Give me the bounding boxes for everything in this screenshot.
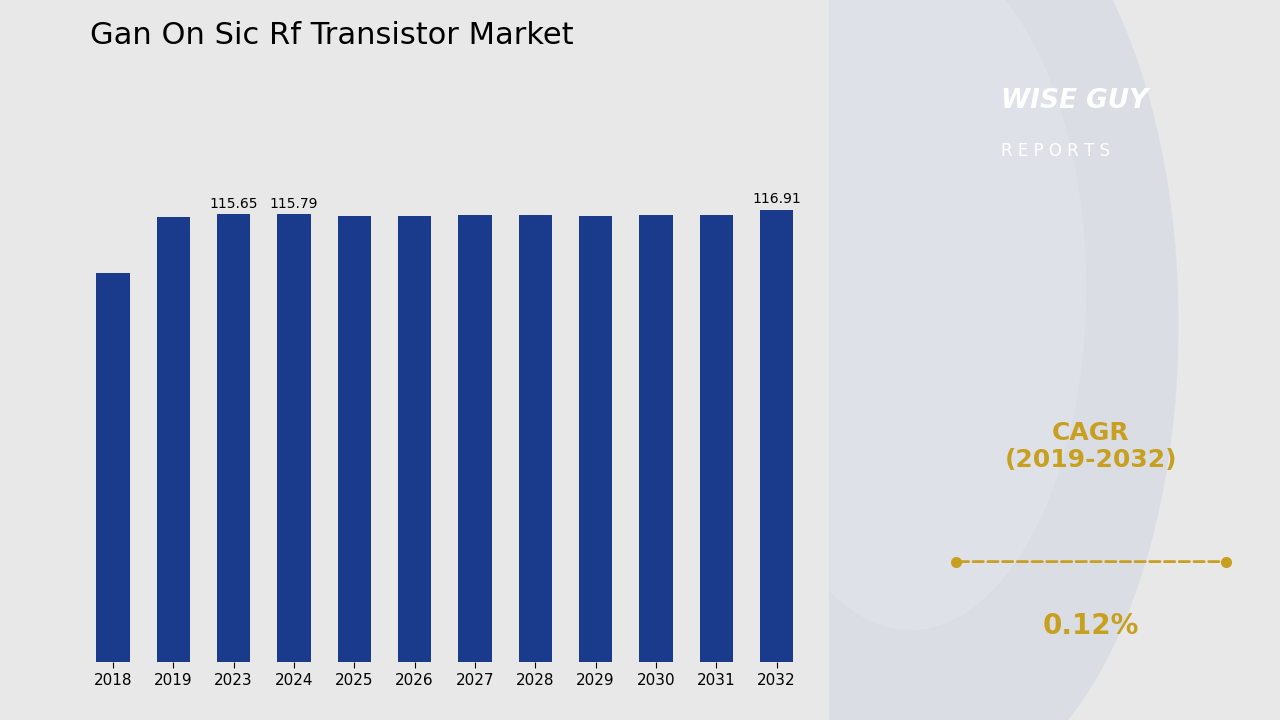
Bar bbox=[518, 215, 552, 662]
Bar bbox=[218, 215, 251, 662]
Bar bbox=[338, 216, 371, 662]
Text: R E P O R T S: R E P O R T S bbox=[1001, 142, 1110, 160]
Bar bbox=[278, 214, 311, 662]
Text: WISE GUY: WISE GUY bbox=[1001, 88, 1148, 114]
Bar bbox=[156, 217, 189, 662]
Text: CAGR
(2019-2032): CAGR (2019-2032) bbox=[1005, 420, 1178, 472]
Bar bbox=[458, 215, 492, 662]
Bar bbox=[579, 215, 612, 662]
Bar bbox=[760, 210, 794, 662]
Text: 115.65: 115.65 bbox=[210, 197, 257, 212]
Text: 116.91: 116.91 bbox=[753, 192, 801, 207]
Text: 115.79: 115.79 bbox=[270, 197, 319, 211]
Bar bbox=[700, 215, 733, 662]
Ellipse shape bbox=[735, 0, 1087, 630]
Ellipse shape bbox=[705, 0, 1179, 720]
Bar bbox=[96, 273, 129, 662]
Text: Gan On Sic Rf Transistor Market: Gan On Sic Rf Transistor Market bbox=[90, 22, 573, 50]
Text: 0.12%: 0.12% bbox=[1043, 613, 1139, 640]
Bar bbox=[639, 215, 672, 662]
Bar bbox=[398, 216, 431, 662]
